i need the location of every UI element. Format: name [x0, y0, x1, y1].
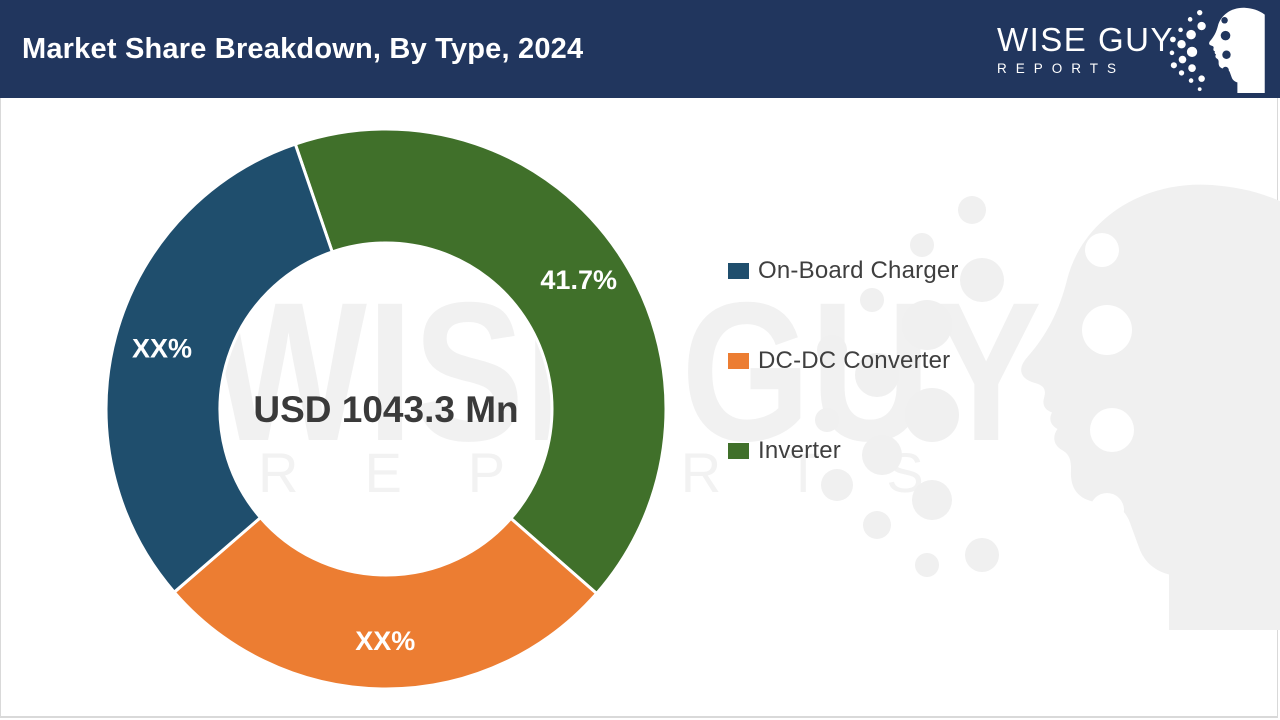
page-title: Market Share Breakdown, By Type, 2024 [22, 32, 584, 65]
donut-segment-inverter [293, 127, 668, 596]
legend-label: DC-DC Converter [758, 347, 951, 374]
legend-swatch-inverter [728, 443, 749, 459]
segment-percentage-label: XX% [355, 626, 415, 656]
center-value-label: USD 1043.3 Mn [253, 389, 518, 430]
logo-reports-text: REPORTS [996, 60, 1125, 76]
segment-percentage-label: XX% [132, 333, 192, 363]
donut-chart: 41.7% XX% XX% USD 1043.3 Mn [104, 127, 668, 691]
donut-segment-dc-dc-converter [172, 516, 599, 691]
legend-item-dc-dc-converter: DC-DC Converter [728, 345, 959, 377]
legend: On-Board Charger DC-DC Converter Inverte… [728, 255, 959, 467]
segment-percentage-label: 41.7% [540, 265, 617, 295]
legend-item-on-board-charger: On-Board Charger [728, 255, 959, 287]
legend-label: On-Board Charger [758, 257, 959, 284]
legend-label: Inverter [758, 437, 841, 464]
logo-face-icon [1169, 7, 1265, 93]
donut-segment-on-board-charger [104, 142, 334, 594]
header-bar: Market Share Breakdown, By Type, 2024 WI… [0, 0, 1280, 98]
logo-wordmark: WISE GUY [996, 20, 1174, 58]
brand-logo: WISE GUY REPORTS [997, 5, 1270, 93]
legend-item-inverter: Inverter [728, 435, 959, 467]
legend-swatch-on-board-charger [728, 263, 749, 279]
watermark-face-icon [815, 184, 1280, 630]
legend-swatch-dc-dc-converter [728, 353, 749, 369]
